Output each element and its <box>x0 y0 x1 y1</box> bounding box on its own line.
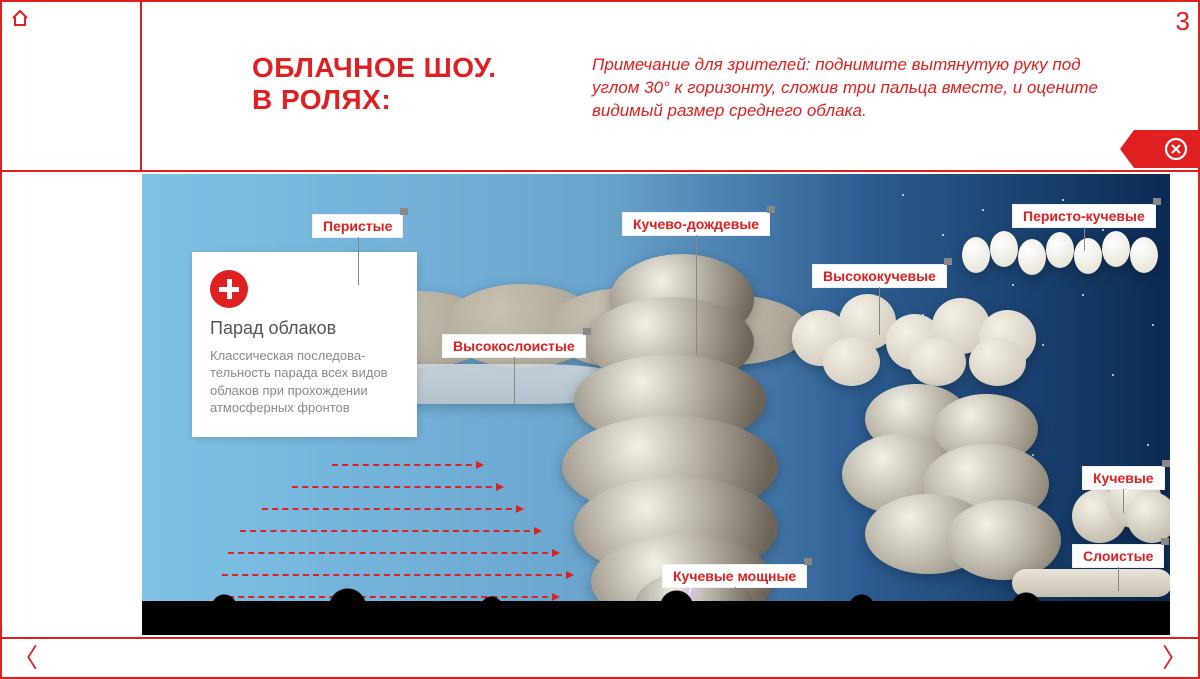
wind-arrow <box>222 574 572 576</box>
plus-icon <box>210 270 248 308</box>
title-line-2: В РОЛЯХ: <box>252 84 391 115</box>
cloud-label[interactable]: Перисто-кучевые <box>1012 204 1156 228</box>
home-icon[interactable] <box>10 8 30 33</box>
cloud-label[interactable]: Кучевые <box>1082 466 1165 490</box>
ground-silhouette <box>142 601 1170 635</box>
star <box>982 209 984 211</box>
page-number: 3 <box>1176 6 1190 37</box>
cloud-altocumulus <box>792 294 1052 374</box>
cloud-cirrocumulus <box>962 229 1162 269</box>
star <box>1012 284 1014 286</box>
header-left-cell <box>2 2 142 170</box>
star <box>902 194 904 196</box>
wind-arrow <box>292 486 502 488</box>
cloud-label[interactable]: Перистые <box>312 214 403 238</box>
star <box>942 234 944 236</box>
next-page-button[interactable]: 〉 <box>1162 645 1188 671</box>
viewer-note: Примечание для зрителей: поднимите вытян… <box>592 54 1112 123</box>
star <box>1082 294 1084 296</box>
prev-page-button[interactable]: 〈 <box>12 645 38 671</box>
cloud-label[interactable]: Кучевые мощные <box>662 564 807 588</box>
wind-arrow <box>332 464 482 466</box>
diagram-stage: Парад облаков Классическая последова­тел… <box>142 174 1170 635</box>
close-icon <box>1164 137 1188 161</box>
cloud-cumulus-congestus <box>842 384 1072 584</box>
cloud-label[interactable]: Кучево-дождевые <box>622 212 770 236</box>
cloud-label[interactable]: Высокослоистые <box>442 334 586 358</box>
title-line-1: ОБЛАЧНОЕ ШОУ. <box>252 52 497 83</box>
info-card-body: Классическая последова­тельность парада … <box>210 347 399 417</box>
cloud-label[interactable]: Слоистые <box>1072 544 1164 568</box>
info-card-title: Парад облаков <box>210 318 399 339</box>
info-card[interactable]: Парад облаков Классическая последова­тел… <box>192 252 417 437</box>
star <box>1147 444 1149 446</box>
header-bar: 3 ОБЛАЧНОЕ ШОУ. В РОЛЯХ: Примечание для … <box>2 2 1198 172</box>
star <box>1152 324 1154 326</box>
page-title: ОБЛАЧНОЕ ШОУ. В РОЛЯХ: <box>252 52 572 116</box>
close-button[interactable] <box>1134 130 1198 168</box>
wind-arrow <box>240 530 540 532</box>
page-frame: 3 ОБЛАЧНОЕ ШОУ. В РОЛЯХ: Примечание для … <box>0 0 1200 679</box>
wind-arrow <box>262 508 522 510</box>
cloud-label[interactable]: Высококучевые <box>812 264 947 288</box>
star <box>1062 199 1064 201</box>
footer-bar: 〈 〉 <box>2 637 1198 677</box>
cloud-cumulonimbus <box>562 254 802 614</box>
star <box>1112 374 1114 376</box>
wind-arrow <box>228 552 558 554</box>
